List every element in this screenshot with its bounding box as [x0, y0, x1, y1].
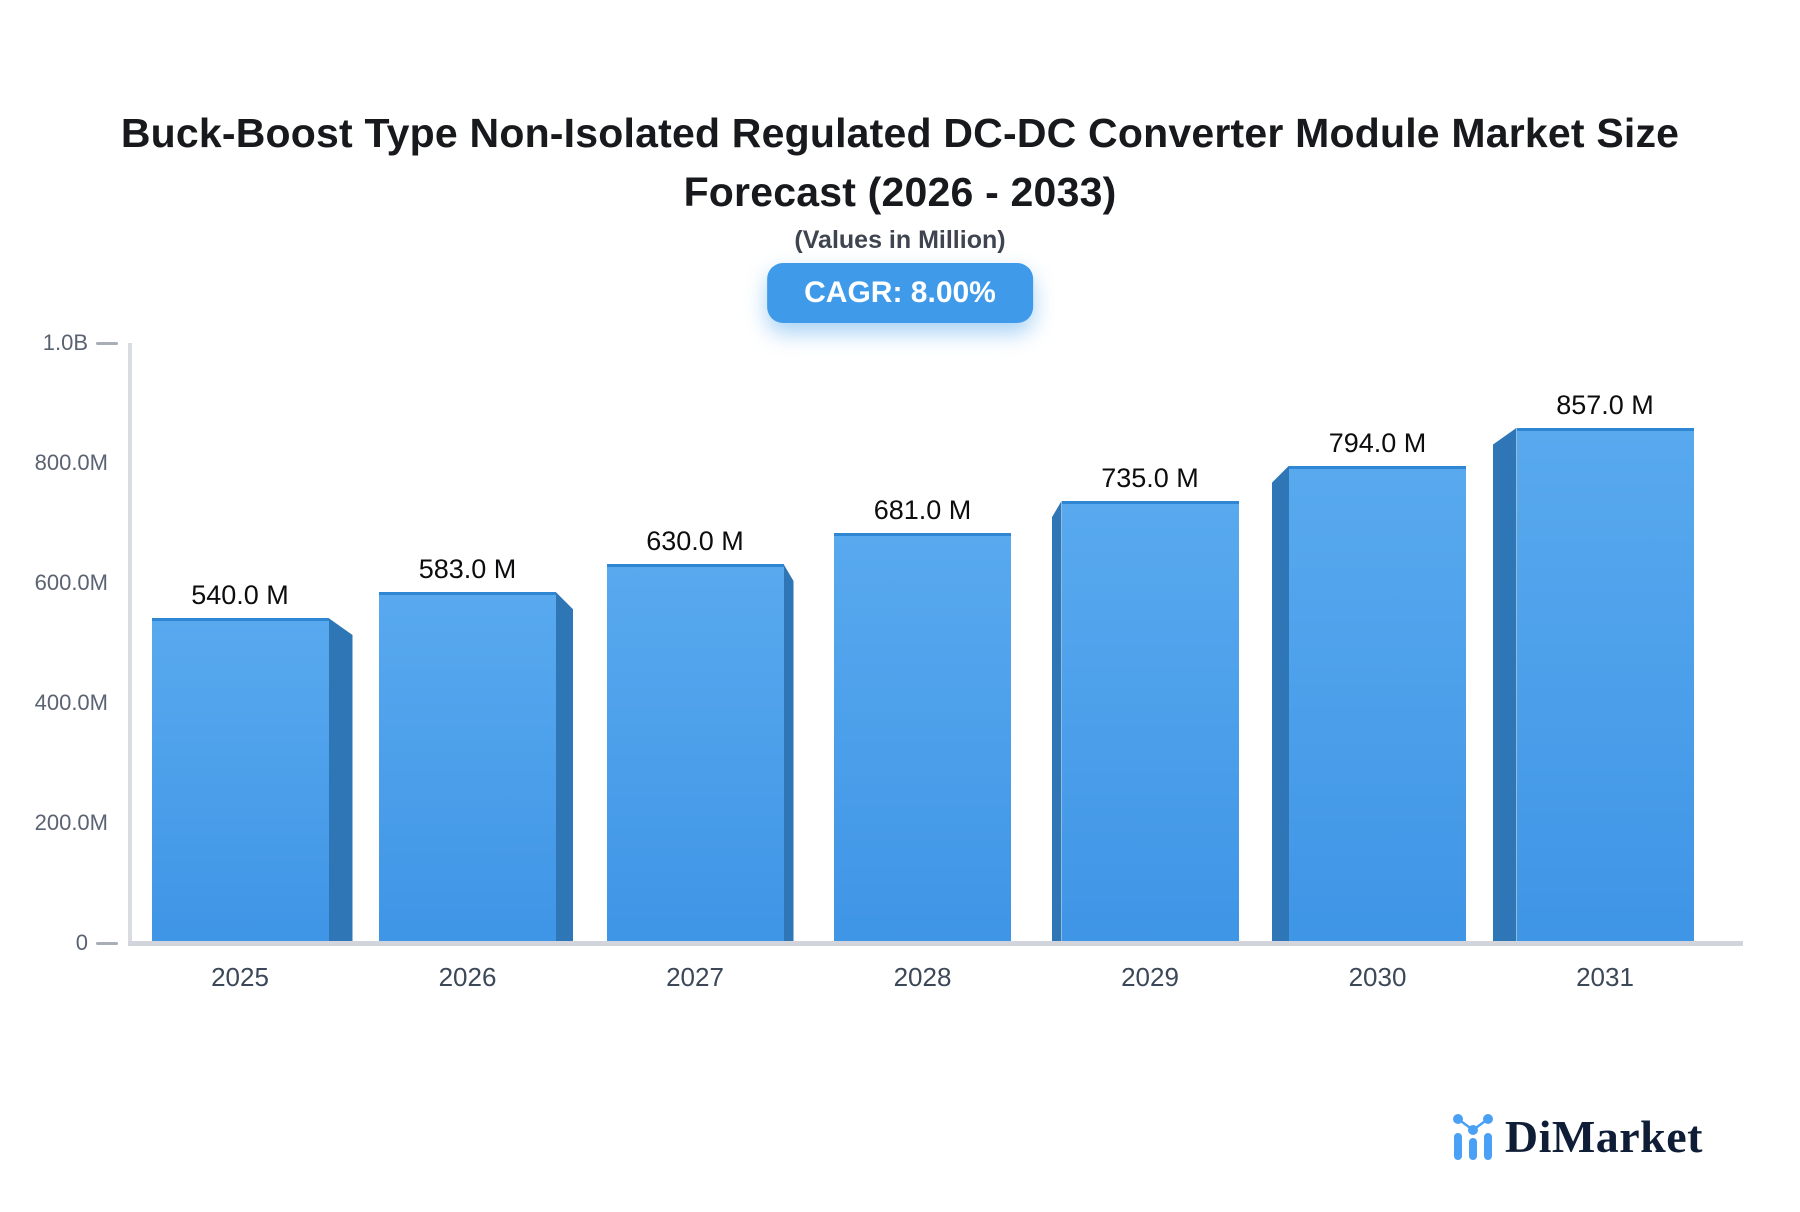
bar-2028[interactable]: 681.0 M	[834, 495, 1011, 942]
logo-text: DiMarket	[1504, 1111, 1703, 1162]
mini-bar-chart-icon	[1452, 1114, 1493, 1160]
bar-2029[interactable]: 735.0 M	[1061, 463, 1239, 942]
bar-2031[interactable]: 857.0 M	[1516, 390, 1694, 942]
chart-title: Buck-Boost Type Non-Isolated Regulated D…	[0, 104, 1800, 222]
bar-side-face	[1051, 501, 1062, 942]
y-axis-line	[128, 343, 132, 946]
bar-2026[interactable]: 583.0 M	[379, 554, 556, 942]
bar-2027[interactable]: 630.0 M	[606, 526, 784, 942]
y-tick: 200.0M	[0, 809, 118, 837]
y-tick-label: 600.0M	[34, 570, 108, 595]
cagr-badge: CAGR: 8.00%	[767, 263, 1033, 323]
chart-title-line1: Buck-Boost Type Non-Isolated Regulated D…	[120, 110, 1680, 156]
bar-side-face	[556, 592, 573, 942]
x-axis-label: 2025	[211, 962, 269, 992]
y-tick-label: 0	[75, 930, 88, 955]
bar-value-label: 735.0 M	[1101, 463, 1199, 493]
chart-title-line2: Forecast (2026 - 2033)	[683, 169, 1117, 215]
y-tick: 0	[0, 929, 118, 957]
bar-2030[interactable]: 794.0 M	[1289, 428, 1466, 942]
x-axis-label: 2028	[893, 962, 952, 992]
bar-2025[interactable]: 540.0 M	[151, 580, 329, 942]
x-axis-label: 2031	[1576, 962, 1634, 992]
y-tick: 400.0M	[0, 689, 118, 717]
x-axis-label: 2029	[1121, 962, 1179, 992]
x-axis-label: 2026	[438, 962, 497, 992]
y-tick-label: 1.0B	[42, 330, 88, 355]
y-tick: 1.0B	[0, 329, 118, 357]
bar-side-face	[328, 618, 353, 942]
bar-value-label: 630.0 M	[646, 526, 744, 556]
bar-value-label: 794.0 M	[1328, 427, 1427, 458]
bar-side-face	[1492, 427, 1517, 942]
bar-value-label: 540.0 M	[191, 580, 289, 610]
x-axis-label: 2030	[1348, 962, 1407, 992]
x-axis-label: 2027	[666, 962, 724, 992]
chart-subtitle: (Values in Million)	[794, 226, 1006, 254]
bar-value-label: 583.0 M	[418, 554, 517, 585]
bar-side-face	[1272, 465, 1289, 942]
dimarket-logo: DiMarket	[1452, 1110, 1703, 1162]
bar-value-label: 857.0 M	[1556, 389, 1654, 420]
tick-dash	[96, 341, 118, 345]
bar-side-face	[783, 564, 794, 942]
x-axis-baseline	[128, 941, 1743, 946]
y-tick-label: 800.0M	[34, 450, 108, 475]
y-tick-label: 400.0M	[34, 690, 108, 715]
bar-value-label: 681.0 M	[873, 495, 972, 526]
y-tick-label: 200.0M	[34, 810, 108, 835]
y-tick: 600.0M	[0, 569, 118, 597]
tick-dash	[96, 941, 118, 945]
y-tick: 800.0M	[0, 449, 118, 477]
